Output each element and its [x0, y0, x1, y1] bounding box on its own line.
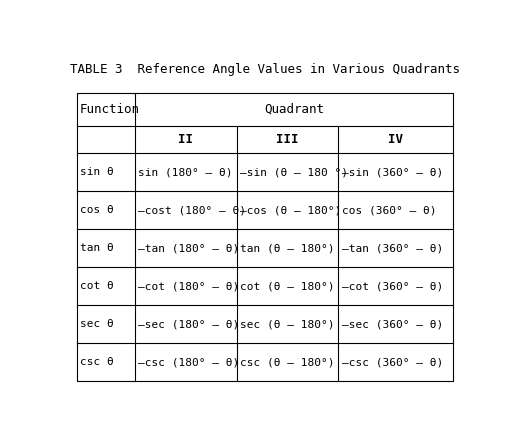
- Text: –sin (θ – 180 °): –sin (θ – 180 °): [240, 167, 348, 177]
- Text: csc (θ – 180°): csc (θ – 180°): [240, 358, 334, 367]
- Text: cos θ: cos θ: [80, 205, 114, 215]
- Text: TABLE 3  Reference Angle Values in Various Quadrants: TABLE 3 Reference Angle Values in Variou…: [70, 63, 460, 75]
- Text: –cos (θ – 180°): –cos (θ – 180°): [240, 205, 341, 215]
- Text: III: III: [276, 133, 299, 146]
- Text: sin (180° – θ): sin (180° – θ): [138, 167, 233, 177]
- Text: –tan (180° – θ): –tan (180° – θ): [138, 243, 239, 253]
- Text: sec (θ – 180°): sec (θ – 180°): [240, 319, 334, 329]
- Text: tan θ: tan θ: [80, 243, 114, 253]
- Text: Function: Function: [80, 103, 140, 116]
- Text: –csc (360° – θ): –csc (360° – θ): [342, 358, 443, 367]
- Text: –sin (360° – θ): –sin (360° – θ): [342, 167, 443, 177]
- Text: –cost (180° – θ): –cost (180° – θ): [138, 205, 246, 215]
- Text: Quadrant: Quadrant: [264, 103, 324, 116]
- Text: II: II: [178, 133, 193, 146]
- Text: –cot (180° – θ): –cot (180° – θ): [138, 281, 239, 291]
- Text: cot (θ – 180°): cot (θ – 180°): [240, 281, 334, 291]
- Text: –sec (360° – θ): –sec (360° – θ): [342, 319, 443, 329]
- Text: –tan (360° – θ): –tan (360° – θ): [342, 243, 443, 253]
- Text: tan (θ – 180°): tan (θ – 180°): [240, 243, 334, 253]
- Bar: [77, 92, 453, 382]
- Text: –csc (180° – θ): –csc (180° – θ): [138, 358, 239, 367]
- Text: IV: IV: [388, 133, 403, 146]
- Text: csc θ: csc θ: [80, 358, 114, 367]
- Text: sec θ: sec θ: [80, 319, 114, 329]
- Text: sin θ: sin θ: [80, 167, 114, 177]
- Text: cos (360° – θ): cos (360° – θ): [342, 205, 436, 215]
- Text: –cot (360° – θ): –cot (360° – θ): [342, 281, 443, 291]
- Text: cot θ: cot θ: [80, 281, 114, 291]
- Text: –sec (180° – θ): –sec (180° – θ): [138, 319, 239, 329]
